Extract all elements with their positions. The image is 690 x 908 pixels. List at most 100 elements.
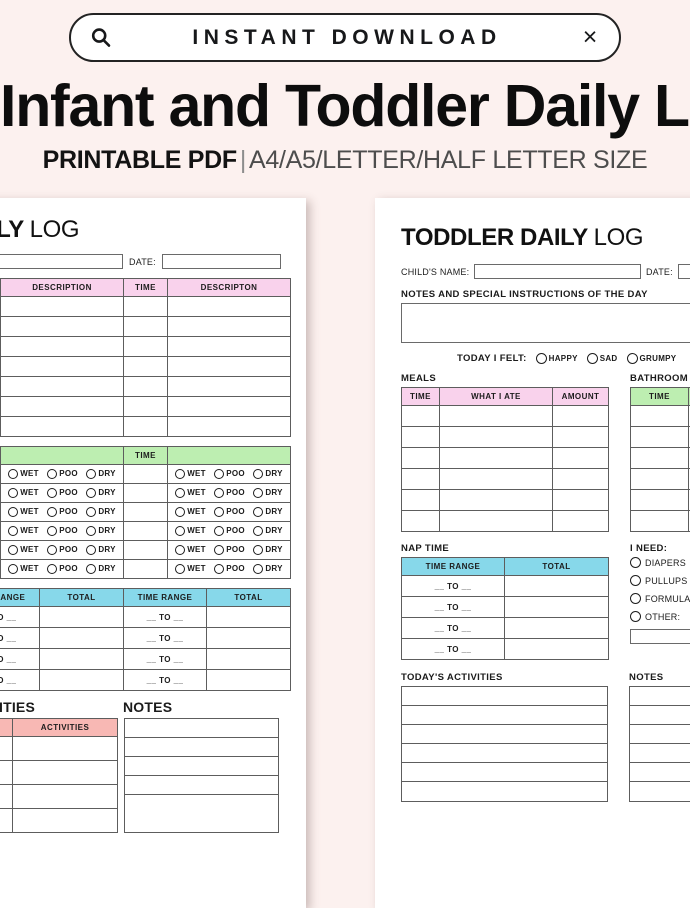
- table-cell[interactable]: [13, 785, 118, 809]
- radio-icon[interactable]: [214, 564, 224, 574]
- i-need-option-other[interactable]: OTHER:: [630, 611, 690, 622]
- radio-icon[interactable]: [8, 564, 18, 574]
- table-cell[interactable]: [631, 406, 689, 427]
- note-line[interactable]: [630, 687, 690, 706]
- diaper-time-cell[interactable]: [124, 522, 168, 541]
- nap-total-cell[interactable]: [505, 618, 609, 639]
- option-dry[interactable]: DRY: [253, 564, 283, 574]
- radio-icon[interactable]: [253, 564, 263, 574]
- i-need-option-pullups[interactable]: PULLUPS: [630, 575, 690, 586]
- table-row[interactable]: [402, 448, 609, 469]
- table-cell[interactable]: [168, 357, 291, 377]
- table-row[interactable]: [402, 511, 609, 532]
- sleep-total-cell[interactable]: [207, 607, 291, 628]
- option-poo[interactable]: POO: [214, 469, 245, 479]
- i-need-other-input[interactable]: [630, 629, 690, 644]
- table-cell[interactable]: [553, 469, 609, 490]
- option-wet[interactable]: WET: [175, 469, 206, 479]
- todays-activities-box[interactable]: [401, 686, 608, 802]
- radio-icon[interactable]: [536, 353, 547, 364]
- radio-icon[interactable]: [214, 507, 224, 517]
- table-row[interactable]: [402, 406, 609, 427]
- notes-box[interactable]: [124, 718, 279, 833]
- radio-icon[interactable]: [47, 545, 57, 555]
- note-line[interactable]: [125, 795, 278, 814]
- table-cell[interactable]: [402, 511, 440, 532]
- radio-icon[interactable]: [630, 575, 641, 586]
- table-cell[interactable]: [0, 809, 13, 833]
- note-line[interactable]: [630, 706, 690, 725]
- table-cell[interactable]: [402, 448, 440, 469]
- radio-icon[interactable]: [253, 507, 263, 517]
- radio-icon[interactable]: [86, 488, 96, 498]
- sleep-range-cell[interactable]: __ TO __: [0, 628, 40, 649]
- nap-total-cell[interactable]: [505, 639, 609, 660]
- option-dry[interactable]: DRY: [86, 564, 116, 574]
- table-cell[interactable]: [1, 297, 124, 317]
- sleep-range-cell[interactable]: __ TO __: [124, 607, 207, 628]
- option-poo[interactable]: POO: [47, 488, 78, 498]
- table-cell[interactable]: [124, 317, 168, 337]
- option-dry[interactable]: DRY: [86, 507, 116, 517]
- radio-icon[interactable]: [47, 507, 57, 517]
- table-row[interactable]: __ TO __: [402, 639, 609, 660]
- radio-icon[interactable]: [47, 526, 57, 536]
- table-cell[interactable]: [440, 511, 553, 532]
- option-poo[interactable]: POO: [214, 545, 245, 555]
- radio-icon[interactable]: [86, 469, 96, 479]
- nap-total-cell[interactable]: [505, 576, 609, 597]
- table-row[interactable]: [631, 490, 690, 511]
- note-line[interactable]: [125, 738, 278, 757]
- radio-icon[interactable]: [627, 353, 638, 364]
- table-row[interactable]: [0, 809, 118, 833]
- table-cell[interactable]: [440, 427, 553, 448]
- table-row[interactable]: [631, 469, 690, 490]
- option-wet[interactable]: WET: [8, 545, 39, 555]
- table-cell[interactable]: [631, 490, 689, 511]
- table-row[interactable]: [631, 511, 690, 532]
- sleep-range-cell[interactable]: __ TO __: [0, 649, 40, 670]
- table-cell[interactable]: [440, 406, 553, 427]
- right-notes-box[interactable]: [629, 686, 690, 802]
- note-line[interactable]: [630, 744, 690, 763]
- sleep-total-cell[interactable]: [207, 628, 291, 649]
- note-line[interactable]: [630, 782, 690, 801]
- table-row[interactable]: __ TO __: [402, 576, 609, 597]
- table-cell[interactable]: [124, 377, 168, 397]
- table-row[interactable]: [0, 337, 291, 357]
- table-row[interactable]: [0, 377, 291, 397]
- sleep-range-cell[interactable]: __ TO __: [124, 628, 207, 649]
- radio-icon[interactable]: [214, 488, 224, 498]
- option-wet[interactable]: WET: [8, 469, 39, 479]
- sleep-range-cell[interactable]: __ TO __: [124, 670, 207, 691]
- radio-icon[interactable]: [175, 526, 185, 536]
- option-dry[interactable]: DRY: [253, 526, 283, 536]
- note-line[interactable]: [402, 706, 607, 725]
- radio-icon[interactable]: [8, 469, 18, 479]
- child-name-input[interactable]: [0, 254, 123, 269]
- mood-option-sad[interactable]: SAD: [587, 353, 618, 364]
- table-cell[interactable]: [0, 737, 13, 761]
- note-line[interactable]: [630, 763, 690, 782]
- option-wet[interactable]: WET: [175, 545, 206, 555]
- radio-icon[interactable]: [8, 488, 18, 498]
- table-cell[interactable]: [631, 448, 689, 469]
- option-dry[interactable]: DRY: [253, 488, 283, 498]
- table-row[interactable]: [402, 469, 609, 490]
- table-row[interactable]: [0, 761, 118, 785]
- option-poo[interactable]: POO: [47, 526, 78, 536]
- table-row[interactable]: __ TO __: [402, 618, 609, 639]
- sleep-total-cell[interactable]: [207, 649, 291, 670]
- note-line[interactable]: [402, 725, 607, 744]
- table-cell[interactable]: [1, 397, 124, 417]
- i-need-option-formula[interactable]: FORMULA: [630, 593, 690, 604]
- table-cell[interactable]: [168, 417, 291, 437]
- table-cell[interactable]: [440, 490, 553, 511]
